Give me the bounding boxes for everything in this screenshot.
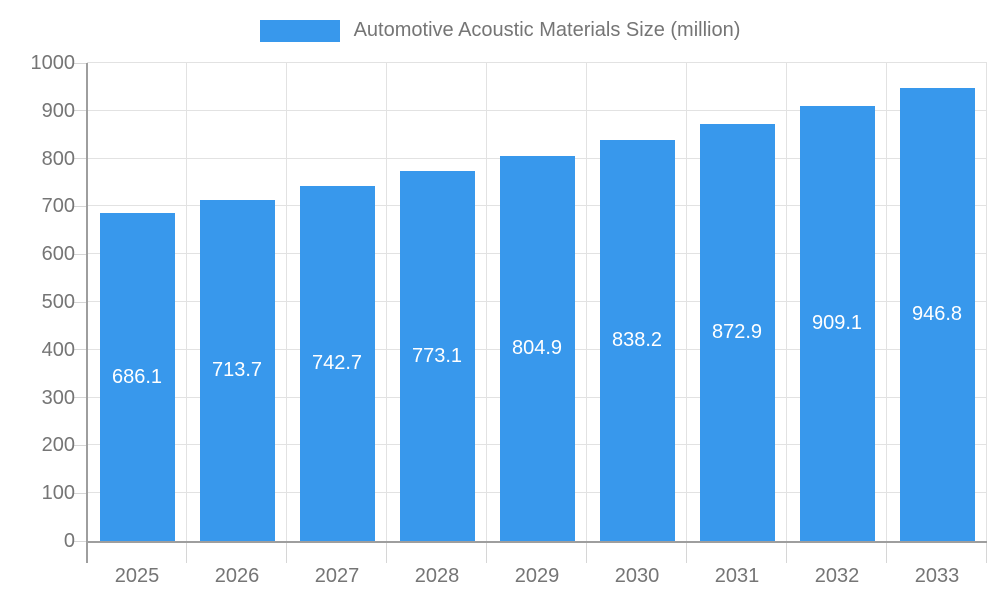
bar[interactable]: 872.9: [699, 123, 775, 541]
x-axis-tick: [286, 543, 287, 563]
x-axis-tick: [586, 543, 587, 563]
v-gridline: [686, 63, 687, 541]
x-axis-label: 2026: [214, 565, 260, 587]
x-axis-tick: [386, 543, 387, 563]
bar-value-label: 838.2: [611, 329, 663, 352]
x-axis-label: 2032: [814, 565, 860, 587]
bar-value-label: 804.9: [511, 337, 563, 360]
x-axis-label: 2031: [714, 565, 760, 587]
bar[interactable]: 804.9: [499, 156, 575, 541]
y-axis-tick: [74, 253, 86, 255]
x-axis-tick: [686, 543, 687, 563]
x-axis-tick: [786, 543, 787, 563]
x-axis-label: 2027: [314, 565, 360, 587]
v-gridline: [286, 63, 287, 541]
y-axis-label: 300: [41, 386, 75, 409]
x-axis-label: 2033: [914, 565, 960, 587]
y-axis-label: 500: [41, 291, 75, 313]
y-axis-label: 0: [63, 530, 75, 552]
y-axis-label: 600: [41, 243, 75, 266]
legend-item[interactable]: Automotive Acoustic Materials Size (mill…: [0, 19, 1000, 42]
y-axis-label: 800: [41, 147, 75, 170]
bar[interactable]: 742.7: [299, 185, 375, 541]
bar[interactable]: 909.1: [799, 106, 875, 541]
v-gridline: [886, 63, 887, 541]
v-gridline: [586, 63, 587, 541]
y-axis-tick: [74, 349, 86, 351]
y-axis-label: 100: [41, 482, 75, 505]
bar-value-label: 946.8: [911, 303, 963, 326]
x-axis-tick: [186, 543, 187, 563]
y-axis-tick: [74, 397, 86, 399]
x-axis-label: 2029: [514, 565, 560, 587]
plot-area: 0 100 200 300 400 500 600 700 800 900 1000 2025 2026…: [31, 52, 987, 587]
v-gridline: [786, 63, 787, 541]
bar-value-label: 909.1: [811, 312, 863, 335]
v-gridline: [486, 63, 487, 541]
bar-value-label: 742.7: [311, 351, 363, 374]
bar[interactable]: 713.7: [199, 199, 275, 541]
bar[interactable]: 838.2: [599, 140, 675, 541]
bar[interactable]: 773.1: [399, 171, 475, 541]
bar[interactable]: 946.8: [899, 88, 975, 541]
y-axis-tick: [74, 444, 86, 446]
bar[interactable]: 686.1: [99, 213, 175, 541]
y-axis-tick: [74, 62, 86, 64]
x-axis-label: 2030: [614, 565, 660, 587]
v-gridline: [186, 63, 187, 541]
h-gridline: [87, 62, 987, 63]
x-axis-label: 2025: [114, 565, 160, 587]
bar-value-label: 872.9: [711, 320, 763, 343]
x-axis-tick: [986, 543, 987, 563]
y-axis-line: [86, 63, 88, 563]
legend-label: Automotive Acoustic Materials Size (mill…: [353, 19, 741, 41]
y-axis-label: 700: [41, 195, 75, 218]
y-axis-tick: [74, 110, 86, 112]
h-gridline: [87, 109, 987, 111]
v-gridline: [386, 63, 387, 541]
y-axis-tick: [74, 301, 86, 303]
y-axis-tick: [74, 158, 86, 160]
x-axis-line: [87, 541, 987, 543]
y-axis-tick: [74, 492, 86, 494]
bar-value-label: 686.1: [111, 365, 163, 388]
x-axis-tick: [486, 543, 487, 563]
bar-value-label: 713.7: [211, 358, 263, 381]
y-axis-label: 400: [41, 338, 75, 361]
y-axis-label: 200: [41, 434, 75, 457]
y-axis-label: 900: [41, 99, 75, 122]
y-axis-tick: [74, 205, 86, 207]
x-axis-label: 2028: [414, 565, 460, 587]
bar-value-label: 773.1: [411, 344, 463, 367]
v-gridline: [986, 63, 987, 541]
legend-swatch: [259, 19, 340, 42]
y-axis-tick: [74, 540, 86, 542]
x-axis-tick: [886, 543, 887, 563]
y-axis-label: 1000: [30, 52, 76, 74]
